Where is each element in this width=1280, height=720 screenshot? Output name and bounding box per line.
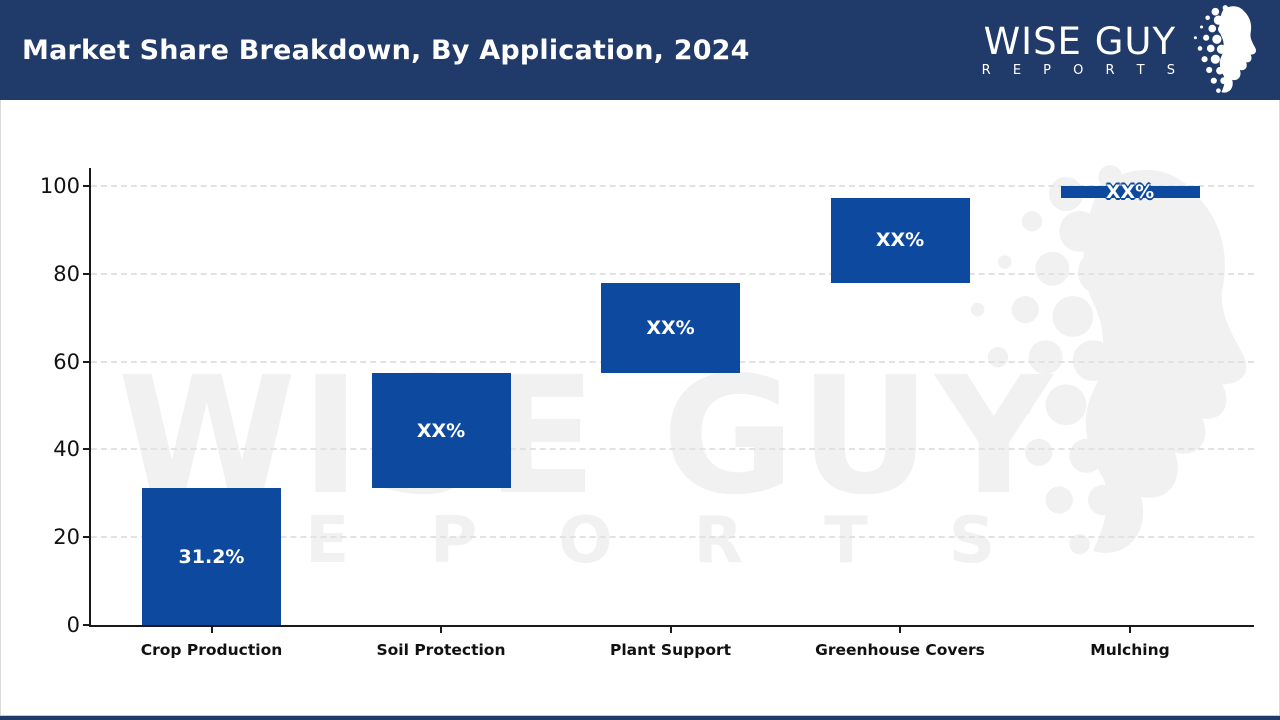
x-tick-mark [1129,627,1131,633]
y-gridline [91,536,1254,539]
bar-greenhouse-covers: XX% [830,197,970,283]
y-tick-label: 40 [53,437,80,462]
bar-plant-support: XX% [601,282,740,374]
y-axis-line [89,168,91,627]
brand-name: WISE GUY [983,20,1177,63]
brand-subname: R E P O R T S [981,63,1184,78]
bar-soil-protection: XX% [371,373,511,489]
y-tick-mark [83,536,90,539]
bar-mulching: XX% [1060,181,1200,203]
y-tick-mark [83,624,90,626]
brand-logo-text: WISE GUY R E P O R T S [976,23,1184,77]
y-gridline [91,448,1254,451]
y-gridline [91,272,1254,275]
y-tick-mark [83,448,90,451]
x-tick-mark [669,627,672,633]
bar-value-label: XX% [875,229,925,252]
bar-value-label: XX% [646,317,695,339]
x-tick-mark [440,627,442,633]
header-bar: Market Share Breakdown, By Application, … [0,0,1280,100]
bar-value-label: XX% [1105,180,1155,203]
y-tick-label: 0 [66,613,80,637]
y-tick-label: 80 [53,261,80,286]
y-tick-mark [83,360,90,363]
x-category-label: Crop Production [140,641,283,659]
y-tick-label: 20 [53,525,80,550]
y-tick-mark [83,185,90,187]
y-gridline [91,185,1254,187]
bar-value-label: 31.2% [178,545,245,568]
brand-logo: WISE GUY R E P O R T S [976,4,1266,96]
bar-crop-production: 31.2% [142,488,281,625]
x-tick-mark [899,627,901,633]
y-tick-mark [83,272,90,275]
x-tick-mark [210,627,213,633]
page-title: Market Share Breakdown, By Application, … [22,34,750,66]
y-tick-label: 100 [39,174,80,198]
y-tick-label: 60 [53,349,80,374]
x-category-label: Greenhouse Covers [815,641,985,659]
face-profile-dots-icon [1193,5,1256,93]
x-axis-line [89,625,1254,627]
content-border-left [0,100,1,715]
x-category-label: Plant Support [609,641,732,659]
bar-value-label: XX% [416,419,466,442]
footer-bar [0,715,1280,720]
x-category-label: Soil Protection [376,641,506,659]
x-category-label: Mulching [1090,641,1170,659]
